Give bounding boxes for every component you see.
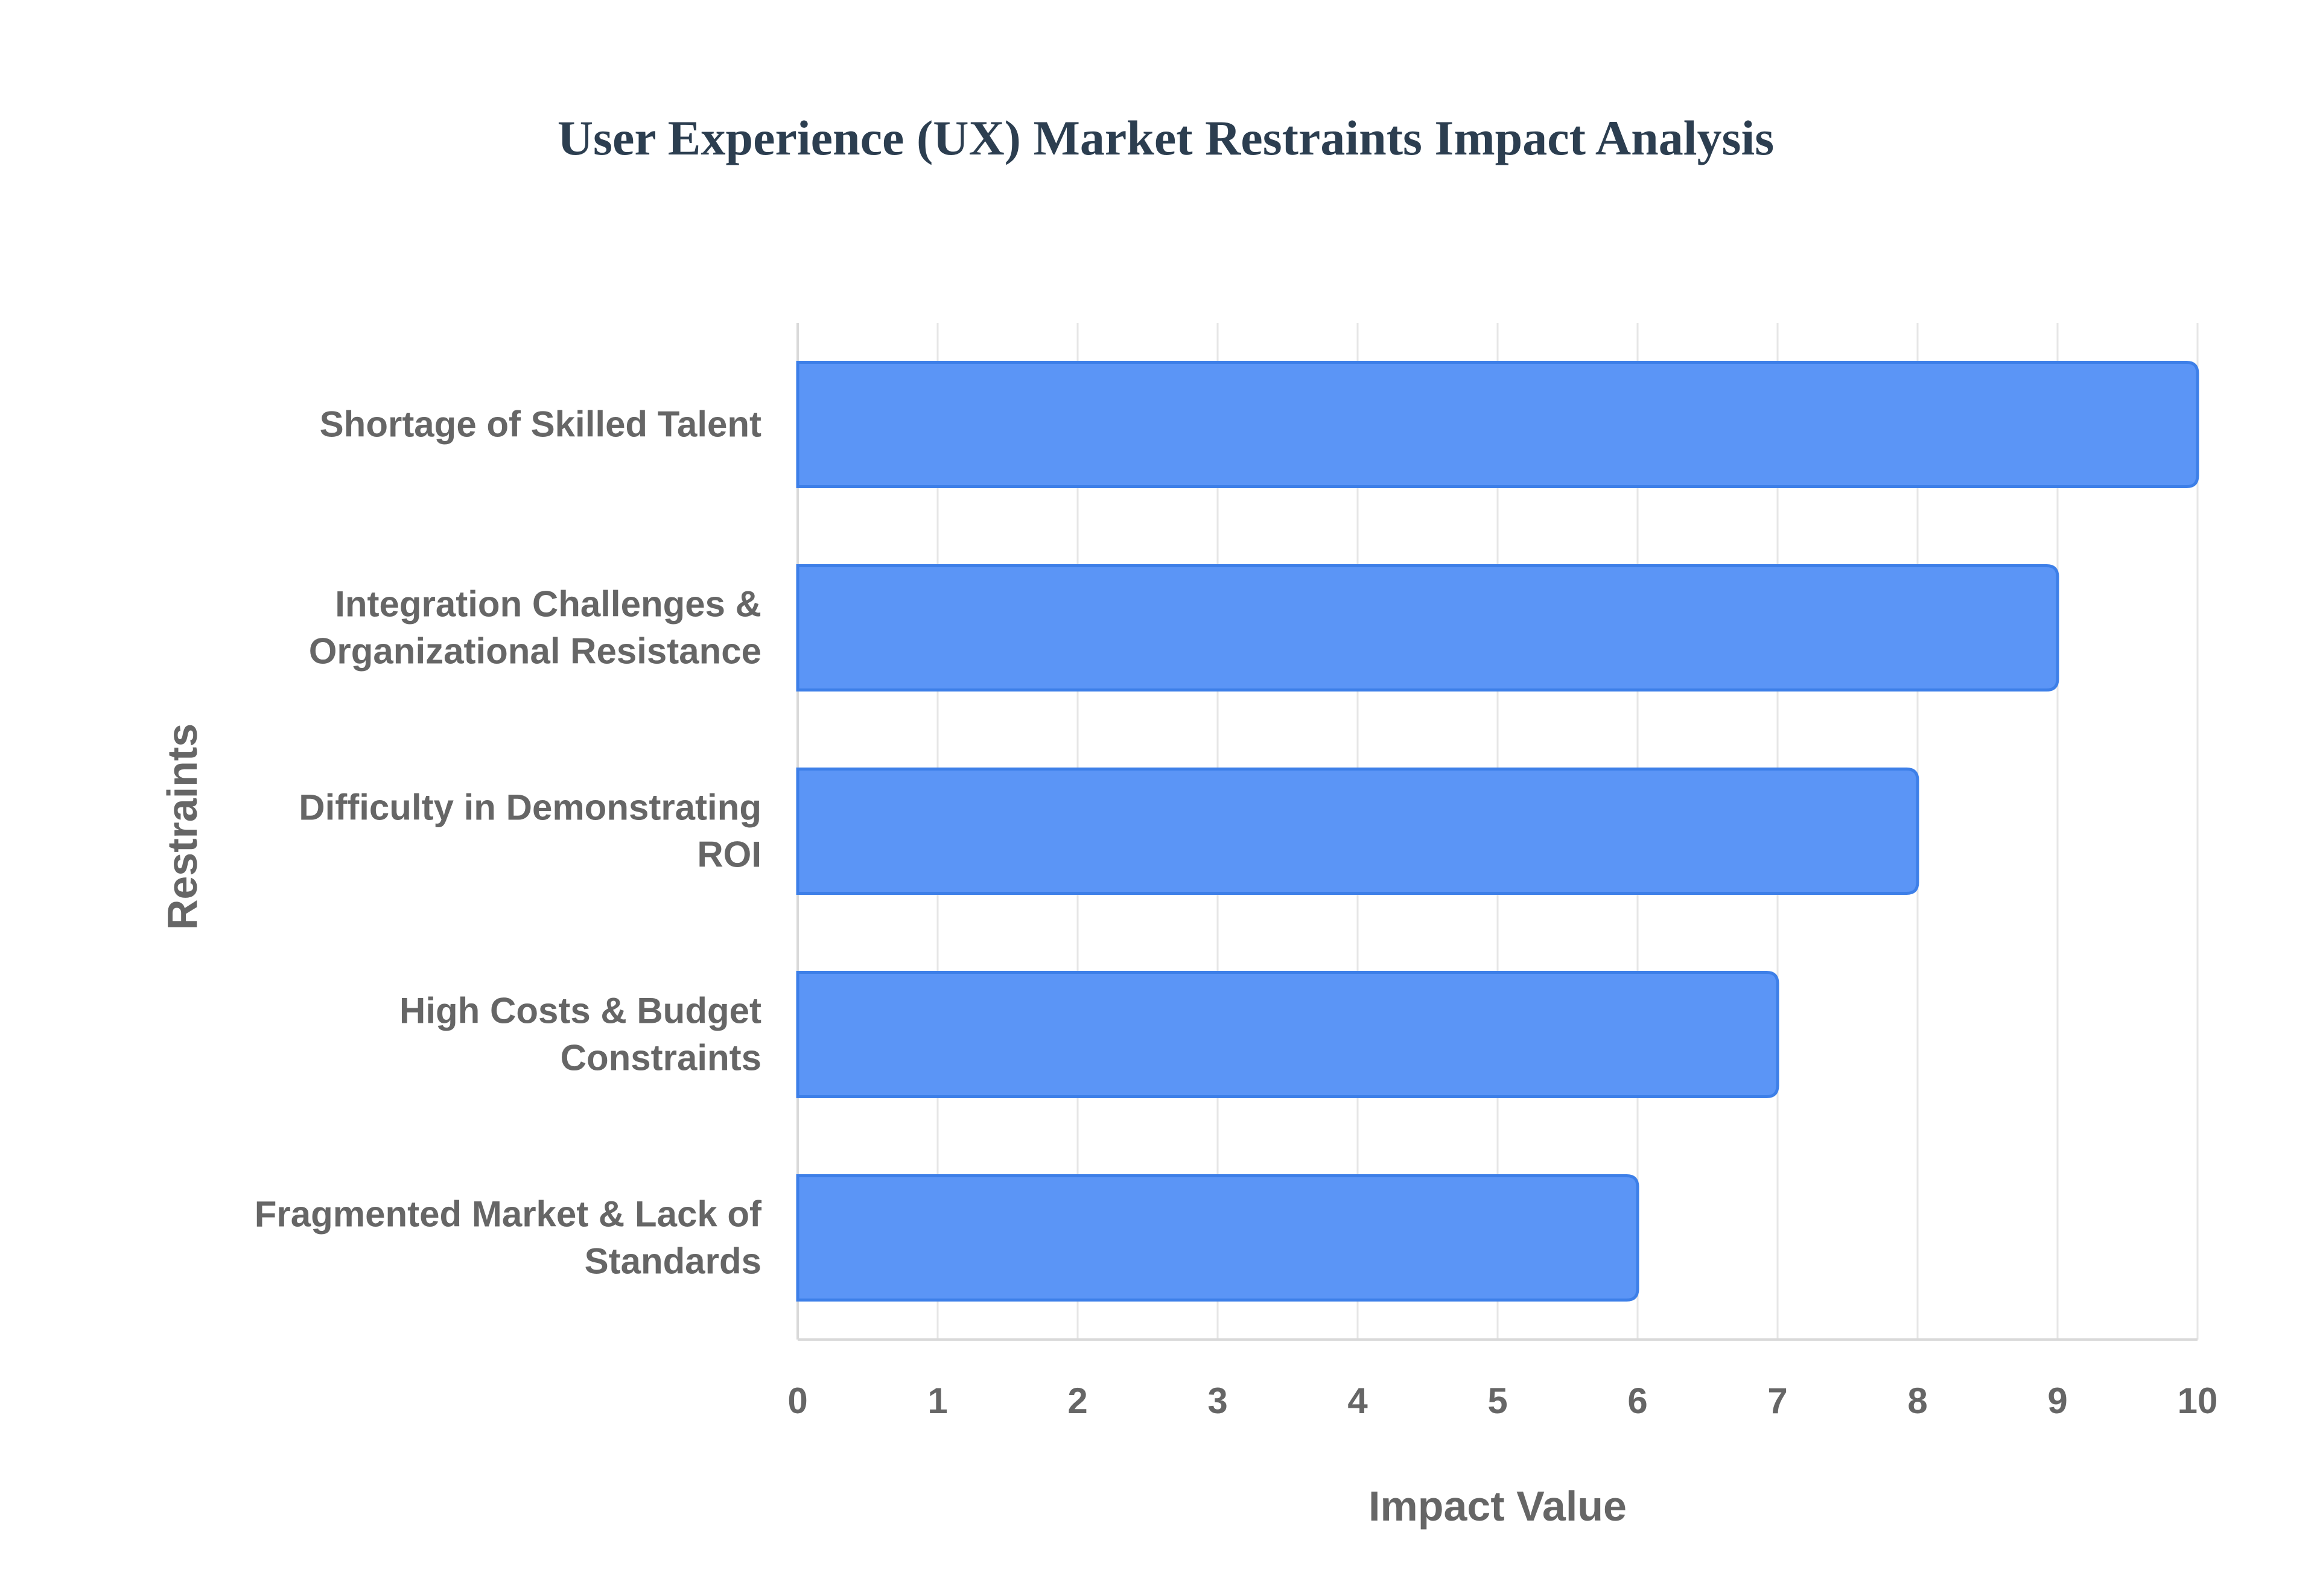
category-label-line: ROI — [697, 835, 761, 875]
category-label: Difficulty in Demonstrating ROI — [299, 787, 761, 875]
x-tick-label: 5 — [1487, 1381, 1507, 1421]
category-label-line: Constraints — [561, 1038, 761, 1078]
chart-title: User Experience (UX) Market Restraints I… — [558, 110, 1774, 165]
category-label-line: Integration Challenges & — [335, 584, 761, 625]
x-tick-label: 10 — [2178, 1381, 2218, 1421]
bar[interactable] — [796, 768, 1919, 895]
x-tick-label: 7 — [1767, 1381, 1787, 1421]
category-label-line: Difficulty in Demonstrating — [299, 787, 761, 828]
x-axis-title: Impact Value — [1368, 1483, 1627, 1530]
category-label-line: Fragmented Market & Lack of — [255, 1194, 762, 1235]
category-label-line: Organizational Resistance — [309, 631, 761, 672]
bars — [796, 361, 2199, 1302]
bar[interactable] — [796, 361, 2199, 488]
category-label-line: Standards — [585, 1241, 761, 1282]
x-tick-labels: 0 1 2 3 4 5 6 7 8 9 10 — [787, 1381, 2217, 1421]
category-labels: Shortage of Skilled Talent Integration Ch… — [255, 404, 762, 1282]
y-axis-title: Restraints — [159, 723, 206, 930]
x-tick-label: 2 — [1067, 1381, 1087, 1421]
category-label-line: High Costs & Budget — [399, 991, 761, 1031]
bar[interactable] — [796, 1174, 1639, 1302]
bar[interactable] — [796, 971, 1779, 1098]
category-label: Integration Challenges & Organizational R… — [309, 584, 761, 672]
x-tick-label: 8 — [1907, 1381, 1927, 1421]
x-tick-label: 3 — [1207, 1381, 1227, 1421]
category-label-line: Shortage of Skilled Talent — [320, 404, 761, 445]
category-label: Fragmented Market & Lack of Standards — [255, 1194, 762, 1282]
category-label: Shortage of Skilled Talent — [320, 404, 761, 445]
x-tick-label: 1 — [927, 1381, 947, 1421]
bar[interactable] — [796, 564, 2059, 691]
x-tick-label: 9 — [2047, 1381, 2067, 1421]
x-tick-label: 4 — [1347, 1381, 1368, 1421]
category-label: High Costs & Budget Constraints — [399, 991, 761, 1078]
x-tick-label: 6 — [1627, 1381, 1647, 1421]
x-tick-label: 0 — [787, 1381, 807, 1421]
